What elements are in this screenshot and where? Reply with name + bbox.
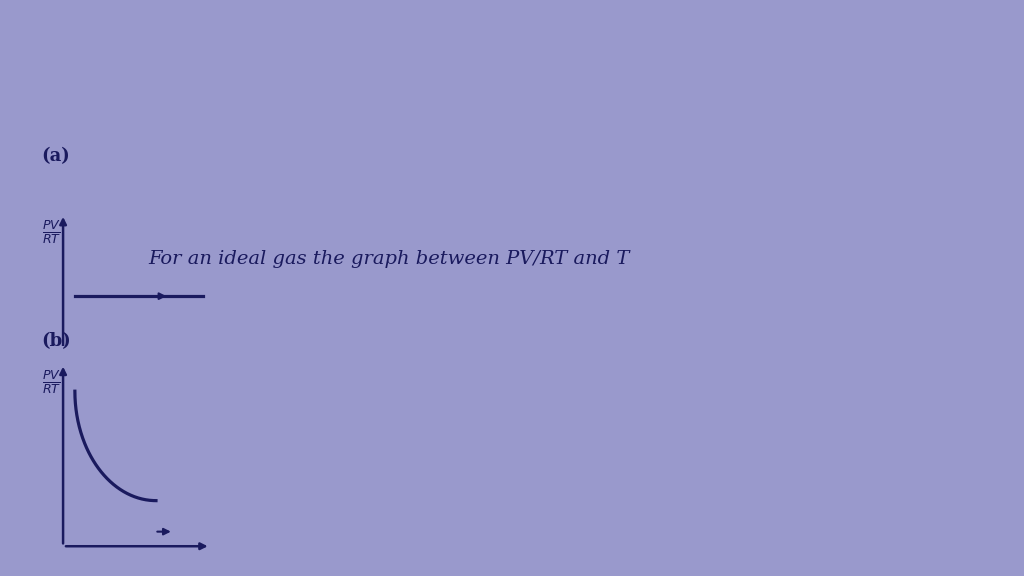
Text: $\frac{PV}{RT}$: $\frac{PV}{RT}$ (42, 218, 60, 247)
Text: (a): (a) (41, 147, 70, 165)
Text: For an ideal gas the graph between PV/RT and T: For an ideal gas the graph between PV/RT… (148, 250, 630, 268)
Text: (b): (b) (41, 332, 71, 350)
Text: $\frac{PV}{RT}$: $\frac{PV}{RT}$ (42, 368, 60, 396)
